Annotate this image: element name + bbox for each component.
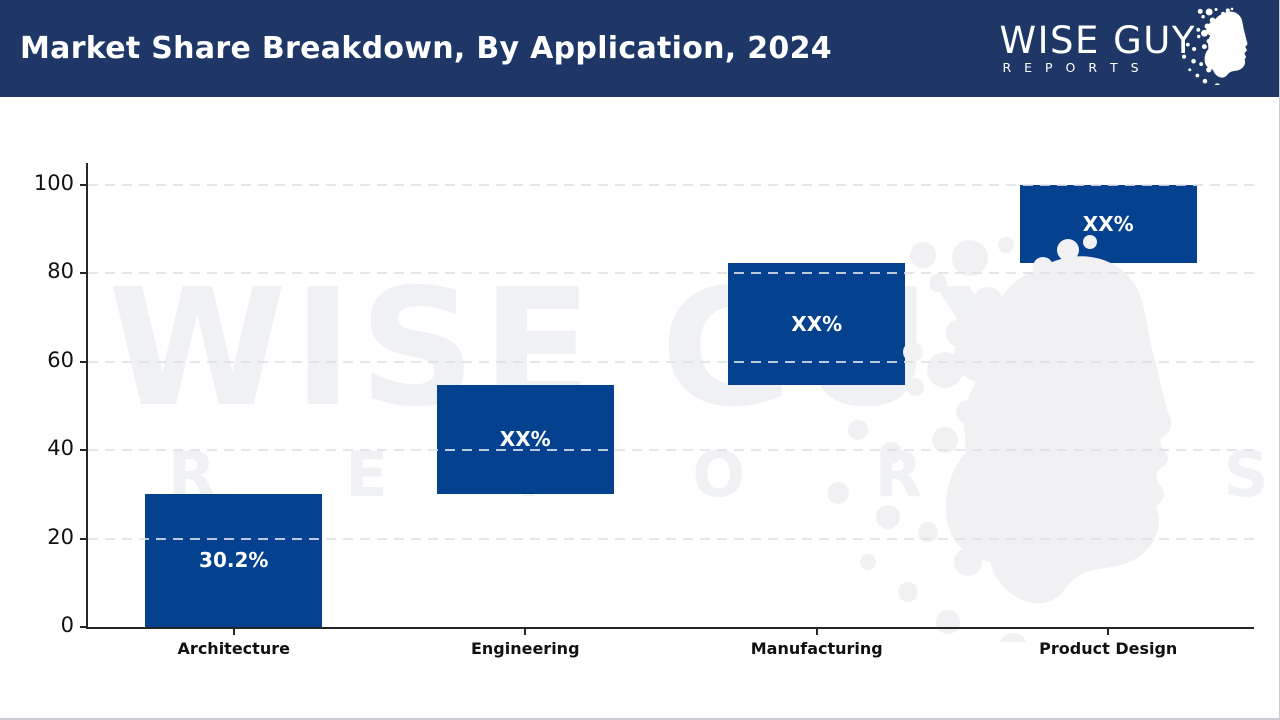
logo-head-icon bbox=[1182, 7, 1248, 85]
y-axis-tick-label: 100 bbox=[33, 171, 74, 195]
bar-architecture: 30.2% bbox=[145, 493, 323, 627]
gridline-40 bbox=[88, 449, 1254, 452]
y-axis-tick-label: 20 bbox=[47, 524, 74, 549]
x-category-label: Engineering bbox=[470, 639, 580, 658]
y-axis-tick-label: 40 bbox=[47, 436, 74, 461]
bar-value-label: 30.2% bbox=[199, 548, 269, 573]
gridline-100 bbox=[88, 184, 1254, 186]
x-axis-line bbox=[86, 627, 1254, 629]
y-axis-line bbox=[86, 163, 88, 629]
bar-product-design: XX% bbox=[1019, 185, 1197, 263]
y-tick-mark bbox=[80, 272, 88, 275]
y-axis-tick-label: 0 bbox=[60, 613, 74, 637]
bar-value-label: XX% bbox=[791, 311, 843, 336]
gridline-80 bbox=[88, 272, 1254, 275]
watermark-head-icon bbox=[828, 235, 1172, 642]
bar-value-label: XX% bbox=[1082, 211, 1134, 236]
x-tick-mark bbox=[524, 629, 527, 635]
bar-manufacturing: XX% bbox=[728, 262, 906, 385]
gridline-20 bbox=[88, 537, 1254, 540]
x-category-label: Product Design bbox=[1039, 639, 1178, 658]
logo-text: WISE GUY R E P O R T S bbox=[1000, 22, 1196, 75]
logo-wordmark: WISE GUY bbox=[999, 19, 1196, 63]
y-axis-tick-label: 60 bbox=[47, 347, 74, 372]
x-category-label: Manufacturing bbox=[750, 639, 883, 658]
y-tick-mark bbox=[80, 449, 88, 452]
brand-logo: WISE GUY R E P O R T S bbox=[1000, 7, 1266, 85]
y-axis-tick-label: 80 bbox=[47, 259, 74, 284]
y-tick-mark bbox=[80, 626, 88, 628]
x-tick-mark bbox=[232, 629, 235, 635]
bar-value-label: XX% bbox=[499, 427, 551, 452]
x-tick-mark bbox=[1107, 629, 1110, 635]
logo-subtitle: R E P O R T S bbox=[1002, 60, 1144, 76]
x-tick-mark bbox=[815, 629, 818, 635]
y-tick-mark bbox=[80, 360, 88, 363]
page-title: Market Share Breakdown, By Application, … bbox=[20, 31, 832, 66]
bar-engineering: XX% bbox=[436, 384, 614, 494]
header: Market Share Breakdown, By Application, … bbox=[0, 0, 1279, 97]
y-tick-mark bbox=[80, 537, 88, 540]
y-tick-mark bbox=[80, 184, 88, 186]
x-category-label: Architecture bbox=[177, 639, 290, 658]
gridline-60 bbox=[88, 360, 1254, 363]
